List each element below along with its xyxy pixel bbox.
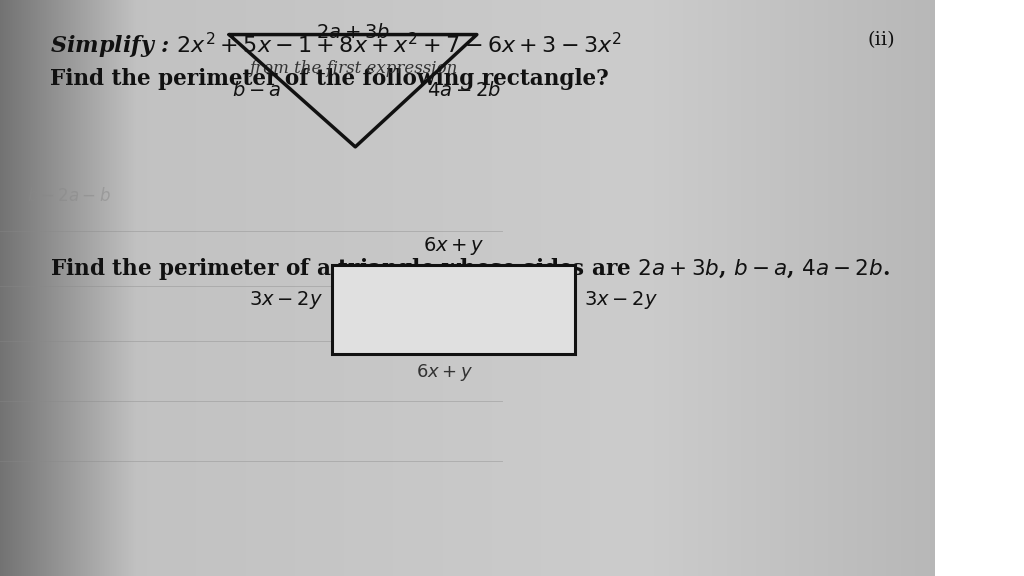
Text: from the first expression: from the first expression	[249, 59, 457, 77]
Text: $b-2\mathit{a}-\mathit{b}$: $b-2\mathit{a}-\mathit{b}$	[28, 187, 112, 205]
Text: Find the perimeter of a triangle whose sides are $2a+3b$, $b-a$, $4a-2b$.: Find the perimeter of a triangle whose s…	[50, 256, 890, 282]
Text: $4a-2b$: $4a-2b$	[427, 81, 501, 100]
Text: $b-a$: $b-a$	[232, 81, 282, 100]
Text: Simplify : $2x^2+5x-1+8x+x^2+7-6x+3-3x^2$: Simplify : $2x^2+5x-1+8x+x^2+7-6x+3-3x^2…	[50, 31, 622, 61]
Text: $6x+y$: $6x+y$	[416, 362, 473, 383]
Text: Find the perimeter of the following rectangle?: Find the perimeter of the following rect…	[50, 68, 609, 90]
Text: (ii): (ii)	[867, 31, 895, 49]
Bar	[332, 265, 575, 354]
Text: $3x-2y$: $3x-2y$	[584, 289, 658, 310]
Text: $3 x-2y$: $3 x-2y$	[249, 289, 323, 310]
Text: $6x + y$: $6x + y$	[423, 235, 484, 257]
Text: $2a+3b$: $2a+3b$	[315, 22, 390, 41]
